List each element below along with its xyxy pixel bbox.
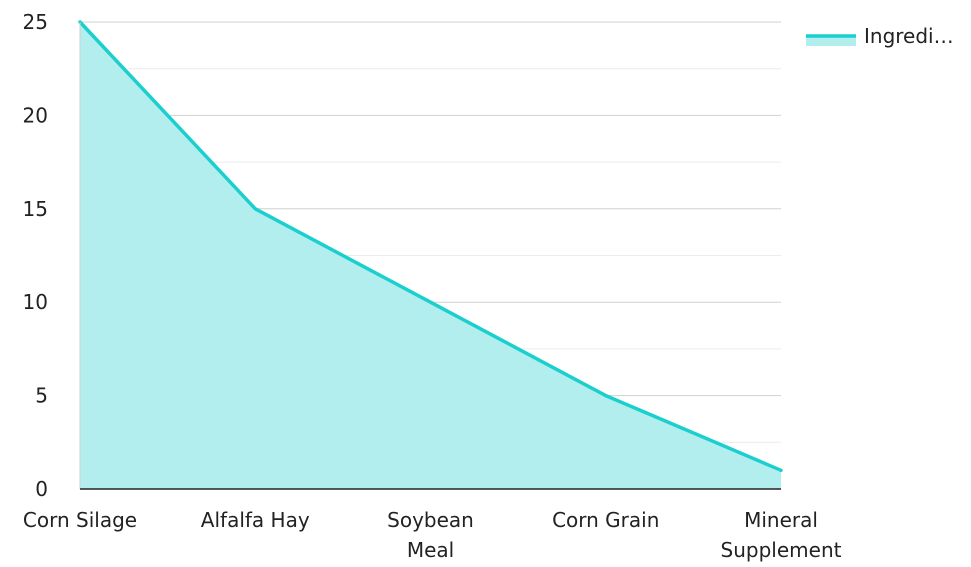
y-tick-label: 5: [35, 384, 48, 408]
y-tick-label: 20: [23, 103, 48, 127]
y-tick-label: 10: [23, 290, 48, 314]
legend[interactable]: Ingredi…: [806, 24, 954, 48]
x-tick-label: Corn Silage: [23, 508, 137, 532]
y-tick-label: 15: [23, 197, 48, 221]
x-tick-label: Alfalfa Hay: [201, 508, 310, 532]
y-tick-label: 0: [35, 477, 48, 501]
x-tick-label: Corn Grain: [552, 508, 659, 532]
legend-label: Ingredi…: [864, 24, 954, 48]
y-tick-label: 25: [23, 10, 48, 34]
